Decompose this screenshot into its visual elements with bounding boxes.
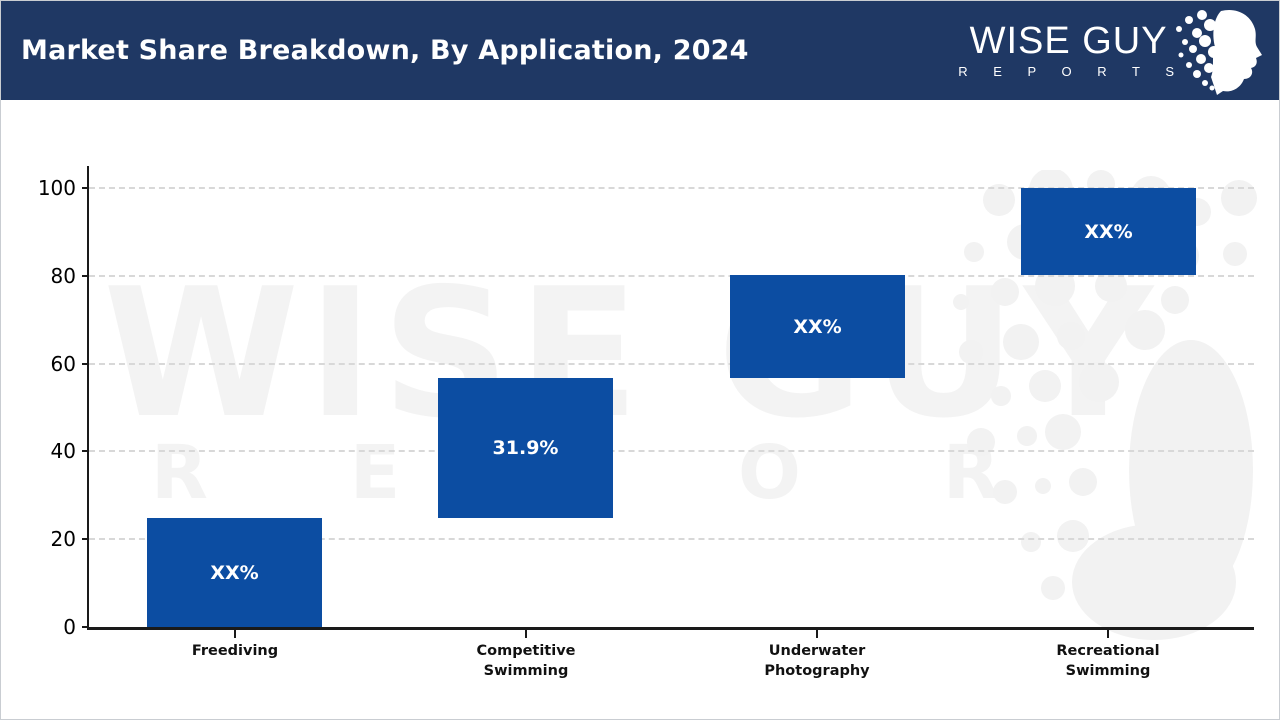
y-tick-mark [82,187,89,189]
logo-wordmark: WISE GUY [969,20,1168,62]
bar-underwater-photography: XX% [730,275,905,378]
brand-logo-text: WISE GUY R E P O R T S [952,22,1185,79]
chart-area: WISE GUY R E P O R T S 020406080100XX%Fr… [1,100,1279,719]
y-tick-label: 80 [50,263,76,288]
x-category-label: Recreational Swimming [1056,643,1160,679]
x-tick-mark [234,630,236,638]
gridline [89,362,1254,365]
y-tick-label: 60 [50,351,76,376]
x-category-label: Freediving [191,643,279,659]
y-tick-label: 20 [50,527,76,552]
x-tick-mark [1107,630,1109,638]
bar-value-label: XX% [210,561,259,584]
bar-value-label: 31.9% [492,437,559,459]
y-tick-label: 40 [50,439,76,464]
bar-value-label: XX% [793,315,842,338]
page-title: Market Share Breakdown, By Application, … [21,35,749,66]
gridline [89,274,1254,277]
y-tick-label: 0 [63,615,76,639]
logo-subtext: R E P O R T S [958,64,1185,79]
x-category-label: Competitive Swimming [476,643,576,679]
y-tick-mark [82,274,89,277]
gridline [89,538,1254,541]
gridline [89,187,1254,189]
brand-logo: WISE GUY R E P O R T S [952,7,1263,95]
bar-freediving: XX% [147,518,322,627]
bar-value-label: XX% [1084,220,1133,243]
y-tick-mark [82,362,89,365]
y-tick-mark [82,626,89,628]
header-bar: Market Share Breakdown, By Application, … [1,1,1279,100]
logo-face-icon [1176,9,1262,95]
x-tick-mark [816,630,818,638]
gridline [89,450,1254,453]
y-axis [87,166,89,629]
y-tick-mark [82,538,89,541]
bar-competitive-swimming: 31.9% [438,378,613,518]
x-axis [87,627,1254,630]
bar-recreational-swimming: XX% [1021,188,1196,275]
x-tick-mark [525,630,527,638]
y-tick-mark [82,450,89,453]
y-tick-label: 100 [37,176,76,200]
x-category-label: Underwater Photography [764,643,870,679]
